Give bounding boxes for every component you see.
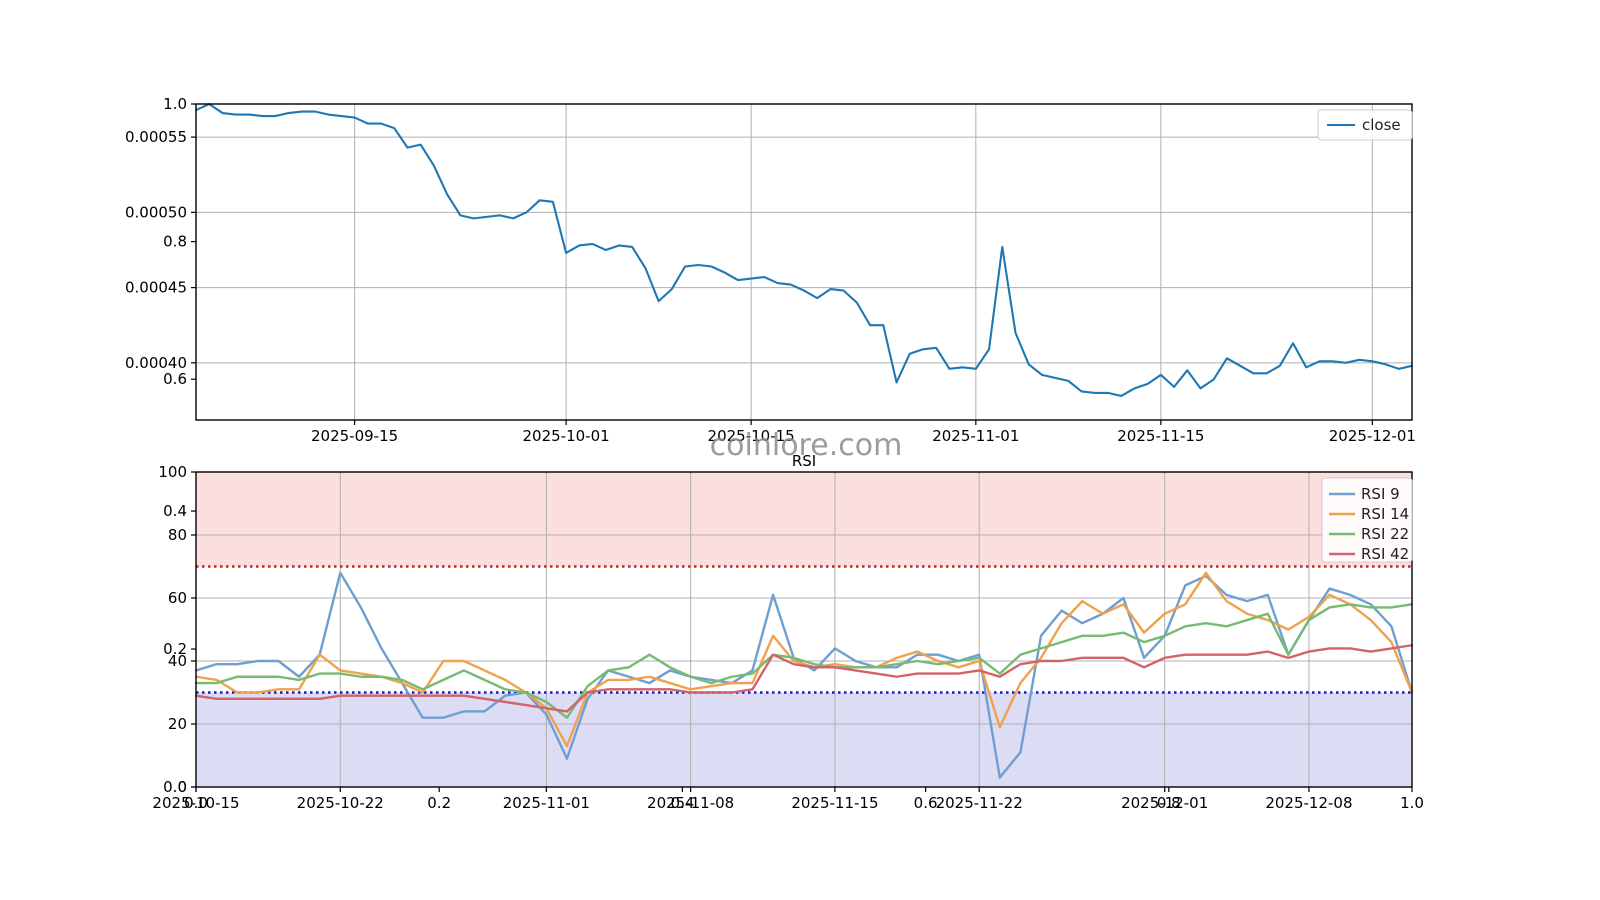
rsi-legend-label-rsi-42: RSI 42 [1361,545,1409,563]
rsi-xtick-label: 2025-11-01 [503,794,590,812]
rsi-secondary-xtick-label: 0.8 [1157,794,1181,812]
rsi-line-rsi-14 [194,571,1414,748]
rsi-axes-frame [195,471,1413,788]
rsi-ytick-label: 60 [168,589,187,607]
price-legend-label-close: close [1362,116,1401,134]
price-secondary-ytick-label: 1.0 [163,95,187,113]
watermark-text: coinlore.com [710,428,903,463]
price-xtick-label: 2025-11-15 [1117,427,1204,445]
rsi-secondary-ytick-label: 0.2 [163,640,187,658]
price-secondary-ytick-label: 0.6 [163,370,187,388]
rsi-ytick-label: 80 [168,526,187,544]
rsi-legend-label-rsi-9: RSI 9 [1361,485,1400,503]
rsi-secondary-xtick-label: 0.6 [914,794,938,812]
rsi-xtick-label: 2025-11-08 [647,794,734,812]
rsi-ytick-label: 0 [177,778,187,796]
rsi-ytick-label: 20 [168,715,187,733]
price-xtick-label: 2025-10-01 [522,427,609,445]
rsi-xtick-label: 2025-11-22 [936,794,1023,812]
rsi-legend-label-rsi-14: RSI 14 [1361,505,1409,523]
price-ytick-label: 0.00045 [125,279,187,297]
price-secondary-ytick-label: 0.8 [163,233,187,251]
rsi-xtick-label: 2025-10-15 [152,794,239,812]
rsi-legend-box[interactable] [1321,477,1413,563]
rsi-secondary-xtick-label: 0.2 [427,794,451,812]
rsi-secondary-ytick-label: 0.4 [163,502,187,520]
price-xtick-label: 2025-12-01 [1329,427,1416,445]
price-plot-background [196,104,1412,420]
price-axes-frame [195,103,1413,421]
price-xtick-label: 2025-10-15 [708,427,795,445]
price-ytick-label: 0.00055 [125,128,187,146]
price-ytick-label: 0.00050 [125,203,187,221]
rsi-panel-title: RSI [792,452,816,470]
rsi-xtick-label: 2025-12-01 [1121,794,1208,812]
rsi-line-rsi-42 [194,644,1414,713]
rsi-ytick-label: 100 [158,463,187,481]
rsi-xtick-label: 2025-11-15 [791,794,878,812]
rsi-overbought-band [196,472,1412,567]
rsi-secondary-ytick-label: 0.0 [163,778,187,796]
watermark-layer: coinlore.com [710,428,903,463]
price-xtick-label: 2025-11-01 [932,427,1019,445]
rsi-xtick-label: 2025-12-08 [1265,794,1352,812]
rsi-secondary-xtick-label: 0.0 [184,794,208,812]
rsi-legend-label-rsi-22: RSI 22 [1361,525,1409,543]
rsi-oversold-band [196,692,1412,787]
price-ytick-label: 0.00040 [125,354,187,372]
rsi-ytick-label: 40 [168,652,187,670]
rsi-secondary-xtick-label: 1.0 [1400,794,1424,812]
price-panel: 0.00055 0.00050 0.00045 0.00040 1.0 0.8 0.6 202… [125,95,1416,445]
rsi-secondary-xtick-label: 0.4 [670,794,694,812]
price-close-line [194,102,1414,397]
price-legend-box[interactable] [1317,109,1413,141]
rsi-line-rsi-22 [194,603,1414,719]
rsi-xtick-label: 2025-10-22 [297,794,384,812]
price-xtick-label: 2025-09-15 [311,427,398,445]
